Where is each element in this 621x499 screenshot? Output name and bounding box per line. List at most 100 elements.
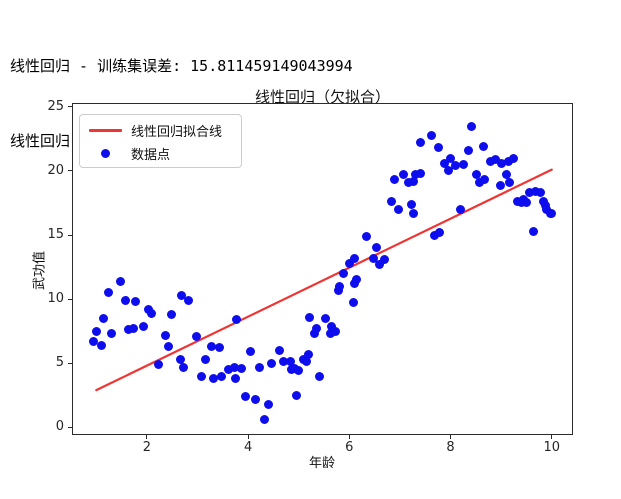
data-point: [480, 175, 490, 185]
data-point: [92, 326, 102, 336]
data-point: [440, 158, 450, 168]
data-point: [348, 298, 358, 308]
data-point: [200, 354, 210, 364]
x-tick-label: 4: [243, 440, 253, 455]
data-point: [178, 362, 188, 372]
data-point: [508, 153, 518, 163]
data-point: [547, 208, 557, 218]
data-point: [368, 253, 378, 263]
data-point: [362, 231, 372, 241]
data-point: [330, 326, 340, 336]
data-point: [263, 399, 273, 409]
data-point: [375, 260, 385, 269]
legend-entry-fit-line: 线性回归拟合线: [89, 122, 233, 140]
data-point: [129, 324, 139, 334]
data-point: [485, 157, 495, 167]
y-tick-mark: [68, 298, 72, 300]
x-tick-label: 8: [446, 440, 455, 455]
data-point: [529, 226, 539, 236]
legend-line-swatch: [89, 128, 122, 132]
data-point: [107, 329, 117, 339]
data-point: [475, 177, 485, 187]
data-point: [231, 315, 241, 325]
data-point: [505, 177, 515, 187]
data-point: [407, 199, 417, 209]
data-point: [160, 330, 170, 340]
data-point: [315, 371, 325, 381]
legend-label: 数据点: [131, 147, 171, 163]
data-point: [351, 275, 361, 285]
data-point: [404, 177, 414, 187]
data-point: [335, 281, 345, 291]
data-point: [115, 276, 125, 286]
data-point: [303, 349, 313, 359]
data-point: [445, 153, 455, 163]
data-point: [98, 313, 108, 323]
data-point: [250, 394, 260, 404]
data-point: [310, 329, 320, 339]
y-tick-mark: [68, 170, 72, 172]
data-point: [183, 295, 193, 305]
x-tick-label: 10: [543, 440, 560, 455]
data-point: [444, 166, 453, 176]
data-point: [535, 188, 545, 198]
legend-marker-swatch-wrap: [89, 148, 122, 158]
x-axis-label: 年龄: [308, 456, 335, 471]
data-point: [175, 354, 185, 364]
data-point: [530, 186, 540, 196]
y-tick-mark: [68, 362, 72, 364]
y-tick-label: 15: [47, 227, 64, 243]
data-point: [207, 342, 217, 352]
data-point: [177, 290, 187, 300]
data-point: [130, 297, 140, 307]
legend-marker-swatch: [101, 148, 110, 158]
data-point: [410, 170, 420, 180]
data-point: [327, 321, 337, 331]
data-point: [458, 160, 468, 170]
y-axis-label: 武功值: [32, 251, 48, 291]
data-point: [89, 336, 99, 346]
data-point: [408, 176, 418, 186]
y-tick-label: 25: [47, 98, 64, 114]
data-point: [147, 308, 157, 318]
data-point: [292, 390, 302, 400]
data-point: [302, 357, 312, 367]
data-point: [237, 363, 247, 373]
data-point: [427, 130, 437, 140]
data-point: [230, 362, 240, 372]
legend-label: 线性回归拟合线: [131, 124, 223, 140]
y-tick-mark: [68, 234, 72, 236]
data-point: [215, 343, 225, 353]
data-point: [138, 321, 148, 331]
data-point: [387, 197, 397, 207]
data-point: [192, 331, 202, 341]
data-point: [478, 142, 488, 152]
data-point: [463, 145, 473, 155]
data-point: [320, 313, 330, 323]
y-tick-label: 20: [47, 162, 64, 178]
data-point: [430, 230, 440, 240]
x-tick-label: 6: [345, 440, 354, 455]
data-point: [293, 366, 303, 376]
data-point: [167, 310, 177, 319]
data-point: [433, 143, 443, 153]
x-tick-label: 2: [142, 440, 152, 455]
data-point: [502, 170, 512, 180]
data-point: [103, 288, 113, 298]
data-point: [266, 358, 276, 368]
data-point: [345, 258, 355, 268]
data-point: [525, 188, 535, 198]
data-point: [275, 345, 285, 355]
data-point: [390, 175, 400, 185]
data-point: [349, 253, 359, 263]
data-point: [521, 198, 531, 208]
data-point: [305, 312, 315, 322]
data-point: [285, 357, 295, 367]
data-point: [231, 374, 241, 384]
data-point: [415, 169, 425, 178]
data-point: [154, 359, 164, 369]
data-point: [503, 157, 513, 167]
data-point: [223, 365, 233, 375]
y-tick-label: 5: [55, 355, 64, 371]
